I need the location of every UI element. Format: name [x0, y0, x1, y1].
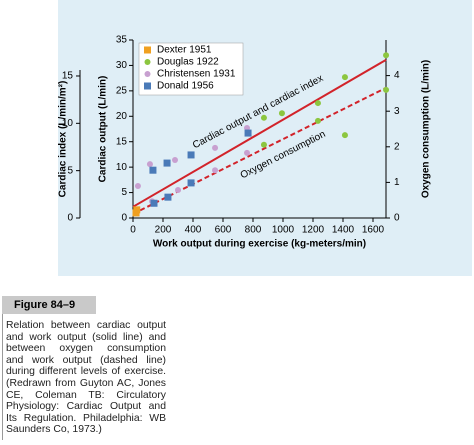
legend-marker: [144, 59, 151, 65]
x-tick-label: 200: [155, 225, 172, 236]
index-tick-label: 0: [67, 213, 73, 224]
point: [212, 167, 219, 174]
x-tick-label: 800: [245, 225, 262, 236]
index-tick-label: 5: [67, 165, 73, 176]
caption-rule: [2, 296, 3, 440]
y-tick-label: 0: [121, 213, 127, 224]
point: [134, 182, 141, 189]
point: [164, 193, 172, 201]
x-axis-title: Work output during exercise (kg-meters/m…: [153, 239, 366, 250]
x-tick-label: 0: [130, 225, 136, 236]
x-tick-label: 1200: [302, 225, 325, 236]
index-tick-label: 10: [62, 118, 74, 129]
y2-tick-label: 2: [394, 141, 400, 152]
point: [244, 129, 252, 137]
x-tick-label: 1000: [272, 225, 295, 236]
x-tick-label: 400: [185, 225, 202, 236]
y2-tick-label: 4: [394, 70, 400, 81]
point: [314, 117, 321, 124]
legend-box: [138, 42, 244, 96]
point: [149, 166, 157, 174]
point: [278, 110, 285, 117]
caption-line: during different levels of exercise.: [6, 366, 166, 378]
y-tick-label: 10: [116, 162, 128, 173]
point: [212, 144, 219, 151]
point: [341, 74, 348, 81]
caption-line: CE, Coleman TB: Circulatory: [6, 389, 166, 401]
index-axis-title: Cardiac index (L/min/m²): [58, 81, 69, 198]
caption-line: Relation between cardiac output: [6, 320, 166, 331]
chart-background: [58, 0, 472, 276]
caption-line: between oxygen consumption: [6, 343, 166, 355]
point: [133, 206, 141, 214]
point: [383, 86, 390, 93]
point: [260, 141, 267, 148]
point: [175, 187, 181, 194]
legend-label: Dexter 1951: [157, 45, 212, 56]
y-tick-label: 35: [116, 35, 128, 46]
point: [341, 132, 348, 139]
y2-axis-title: Oxygen consumption (L/min): [421, 60, 432, 198]
point: [146, 161, 153, 168]
caption-line: and work output (solid line) and: [6, 331, 166, 343]
caption-line: and work output (dashed line): [6, 354, 166, 366]
point: [260, 114, 267, 121]
y-tick-label: 5: [121, 187, 127, 198]
legend-label: Christensen 1931: [157, 69, 236, 80]
y-tick-label: 25: [116, 85, 128, 96]
caption: Relation between cardiac output and work …: [6, 320, 166, 436]
fit-line: [132, 86, 387, 215]
legend-marker: [144, 46, 151, 54]
point: [383, 52, 390, 59]
y2-tick-label: 0: [394, 213, 400, 224]
x-tick-label: 600: [215, 225, 232, 236]
fit-line: [132, 58, 387, 208]
y2-tick-label: 3: [394, 106, 400, 117]
point: [187, 179, 195, 187]
figure-label: Figure 84–9: [2, 296, 96, 314]
chart: 0 200 400 600 800 1000 1200 1400 160005101520253…: [58, 0, 472, 276]
point: [244, 124, 250, 131]
caption-line: (Redrawn from Guyton AC, Jones: [6, 377, 166, 389]
point: [150, 199, 158, 207]
x-tick-label: 1400: [332, 225, 355, 236]
caption-line: Saunders Co, 1973.): [6, 424, 102, 436]
point: [314, 100, 321, 107]
x-tick-label: 1600: [362, 225, 385, 236]
caption-line: Its Regulation. Philadelphia: WB: [6, 412, 166, 424]
point: [244, 149, 250, 156]
y-tick-label: 30: [116, 60, 128, 71]
legend-marker: [144, 71, 151, 77]
point: [187, 151, 195, 159]
point: [163, 159, 171, 167]
caption-line: Physiology: Cardiac Output and: [6, 401, 166, 413]
legend-marker: [144, 82, 151, 90]
legend-label: Douglas 1922: [157, 57, 219, 68]
y-tick-label: 15: [116, 136, 128, 147]
point: [172, 157, 178, 164]
index-tick-label: 15: [62, 71, 74, 82]
y-axis-title: Cardiac output (L/min): [98, 76, 109, 183]
legend-label: Donald 1956: [157, 81, 214, 92]
y2-tick-label: 1: [394, 177, 400, 188]
y-tick-label: 20: [116, 111, 128, 122]
